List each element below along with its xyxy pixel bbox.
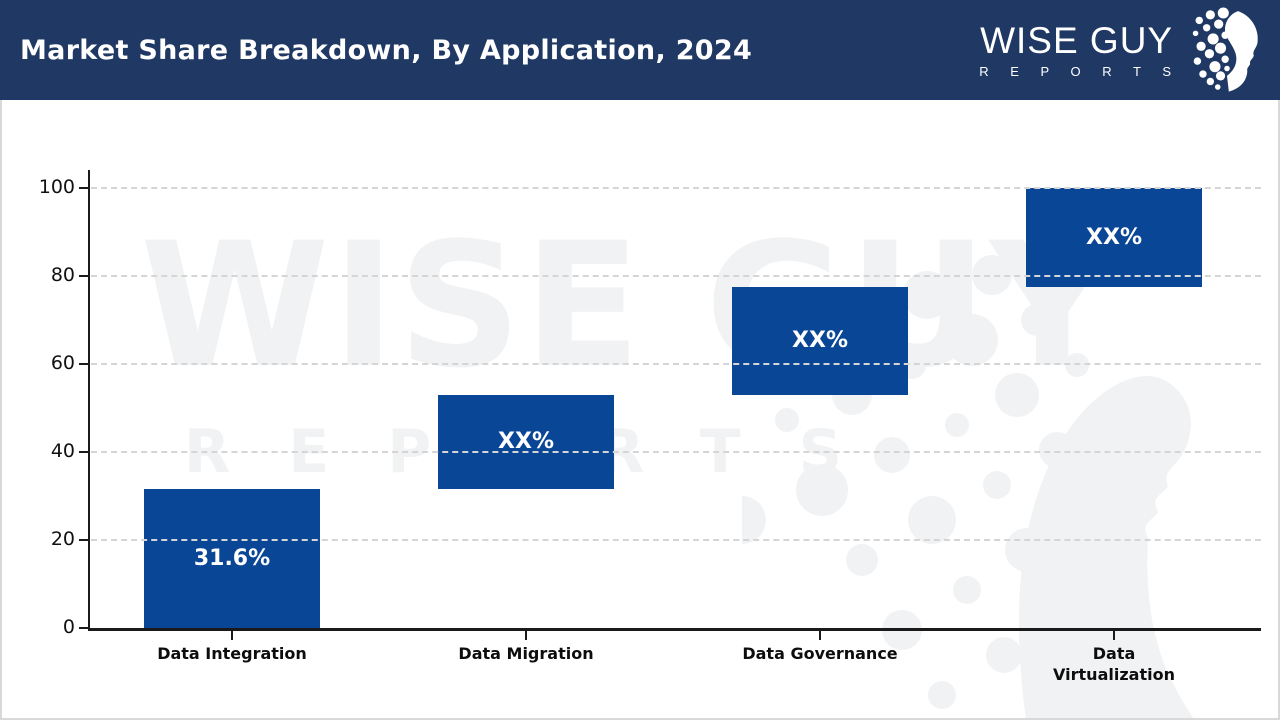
- y-axis-tick: [79, 451, 88, 453]
- bar: XX%: [1026, 188, 1202, 287]
- bar: XX%: [732, 287, 908, 395]
- x-axis-tick: [1113, 631, 1115, 640]
- y-axis-tick-label: 80: [50, 264, 75, 286]
- x-axis-category-label: Data Governance: [742, 644, 898, 663]
- y-axis-line: [88, 170, 90, 631]
- bar: XX%: [438, 394, 614, 489]
- y-axis-tick-label: 60: [50, 352, 75, 374]
- bar: 31.6%: [144, 488, 320, 628]
- gridline: [91, 539, 1261, 541]
- watermark-wordmark: WISE GUY: [140, 205, 1117, 406]
- x-axis-category-label: Data Migration: [458, 644, 594, 663]
- x-axis-line: [88, 628, 1261, 631]
- logo-wordmark: WISE GUY: [980, 19, 1174, 61]
- x-axis-tick: [231, 631, 233, 640]
- gridline: [91, 187, 1261, 189]
- bar-value-label: XX%: [1086, 225, 1142, 250]
- gridline: [91, 363, 1261, 365]
- x-axis-category-label: Data Integration: [157, 644, 307, 663]
- logo-subtitle: R E P O R T S: [979, 63, 1180, 79]
- header-bar: Market Share Breakdown, By Application, …: [0, 0, 1280, 100]
- bar-value-label: XX%: [498, 429, 554, 455]
- y-axis-tick: [79, 627, 88, 629]
- watermark-dotted-face: [742, 246, 1194, 718]
- bar-value-label: 31.6%: [193, 545, 271, 571]
- dotted-face-icon: [1192, 7, 1258, 92]
- y-axis-tick: [79, 363, 88, 365]
- wise-guy-reports-logo: WISE GUY R E P O R T S: [973, 0, 1264, 100]
- y-axis-tick-label: 20: [50, 528, 75, 550]
- y-axis-tick-label: 40: [50, 440, 75, 462]
- y-axis-tick-label: 100: [38, 176, 75, 198]
- y-axis-tick: [79, 275, 88, 277]
- x-axis-category-label: Data Virtualization: [1053, 644, 1175, 684]
- y-axis-tick-label: 0: [62, 616, 75, 638]
- y-axis-tick: [79, 187, 88, 189]
- logo-text: WISE GUY R E P O R T S: [973, 22, 1180, 79]
- y-axis-tick: [79, 539, 88, 541]
- x-axis-tick: [819, 631, 821, 640]
- bar-value-label: XX%: [792, 328, 848, 354]
- gridline: [91, 275, 1261, 277]
- x-axis-tick: [525, 631, 527, 640]
- page-title: Market Share Breakdown, By Application, …: [20, 34, 753, 66]
- gridline: [91, 451, 1261, 453]
